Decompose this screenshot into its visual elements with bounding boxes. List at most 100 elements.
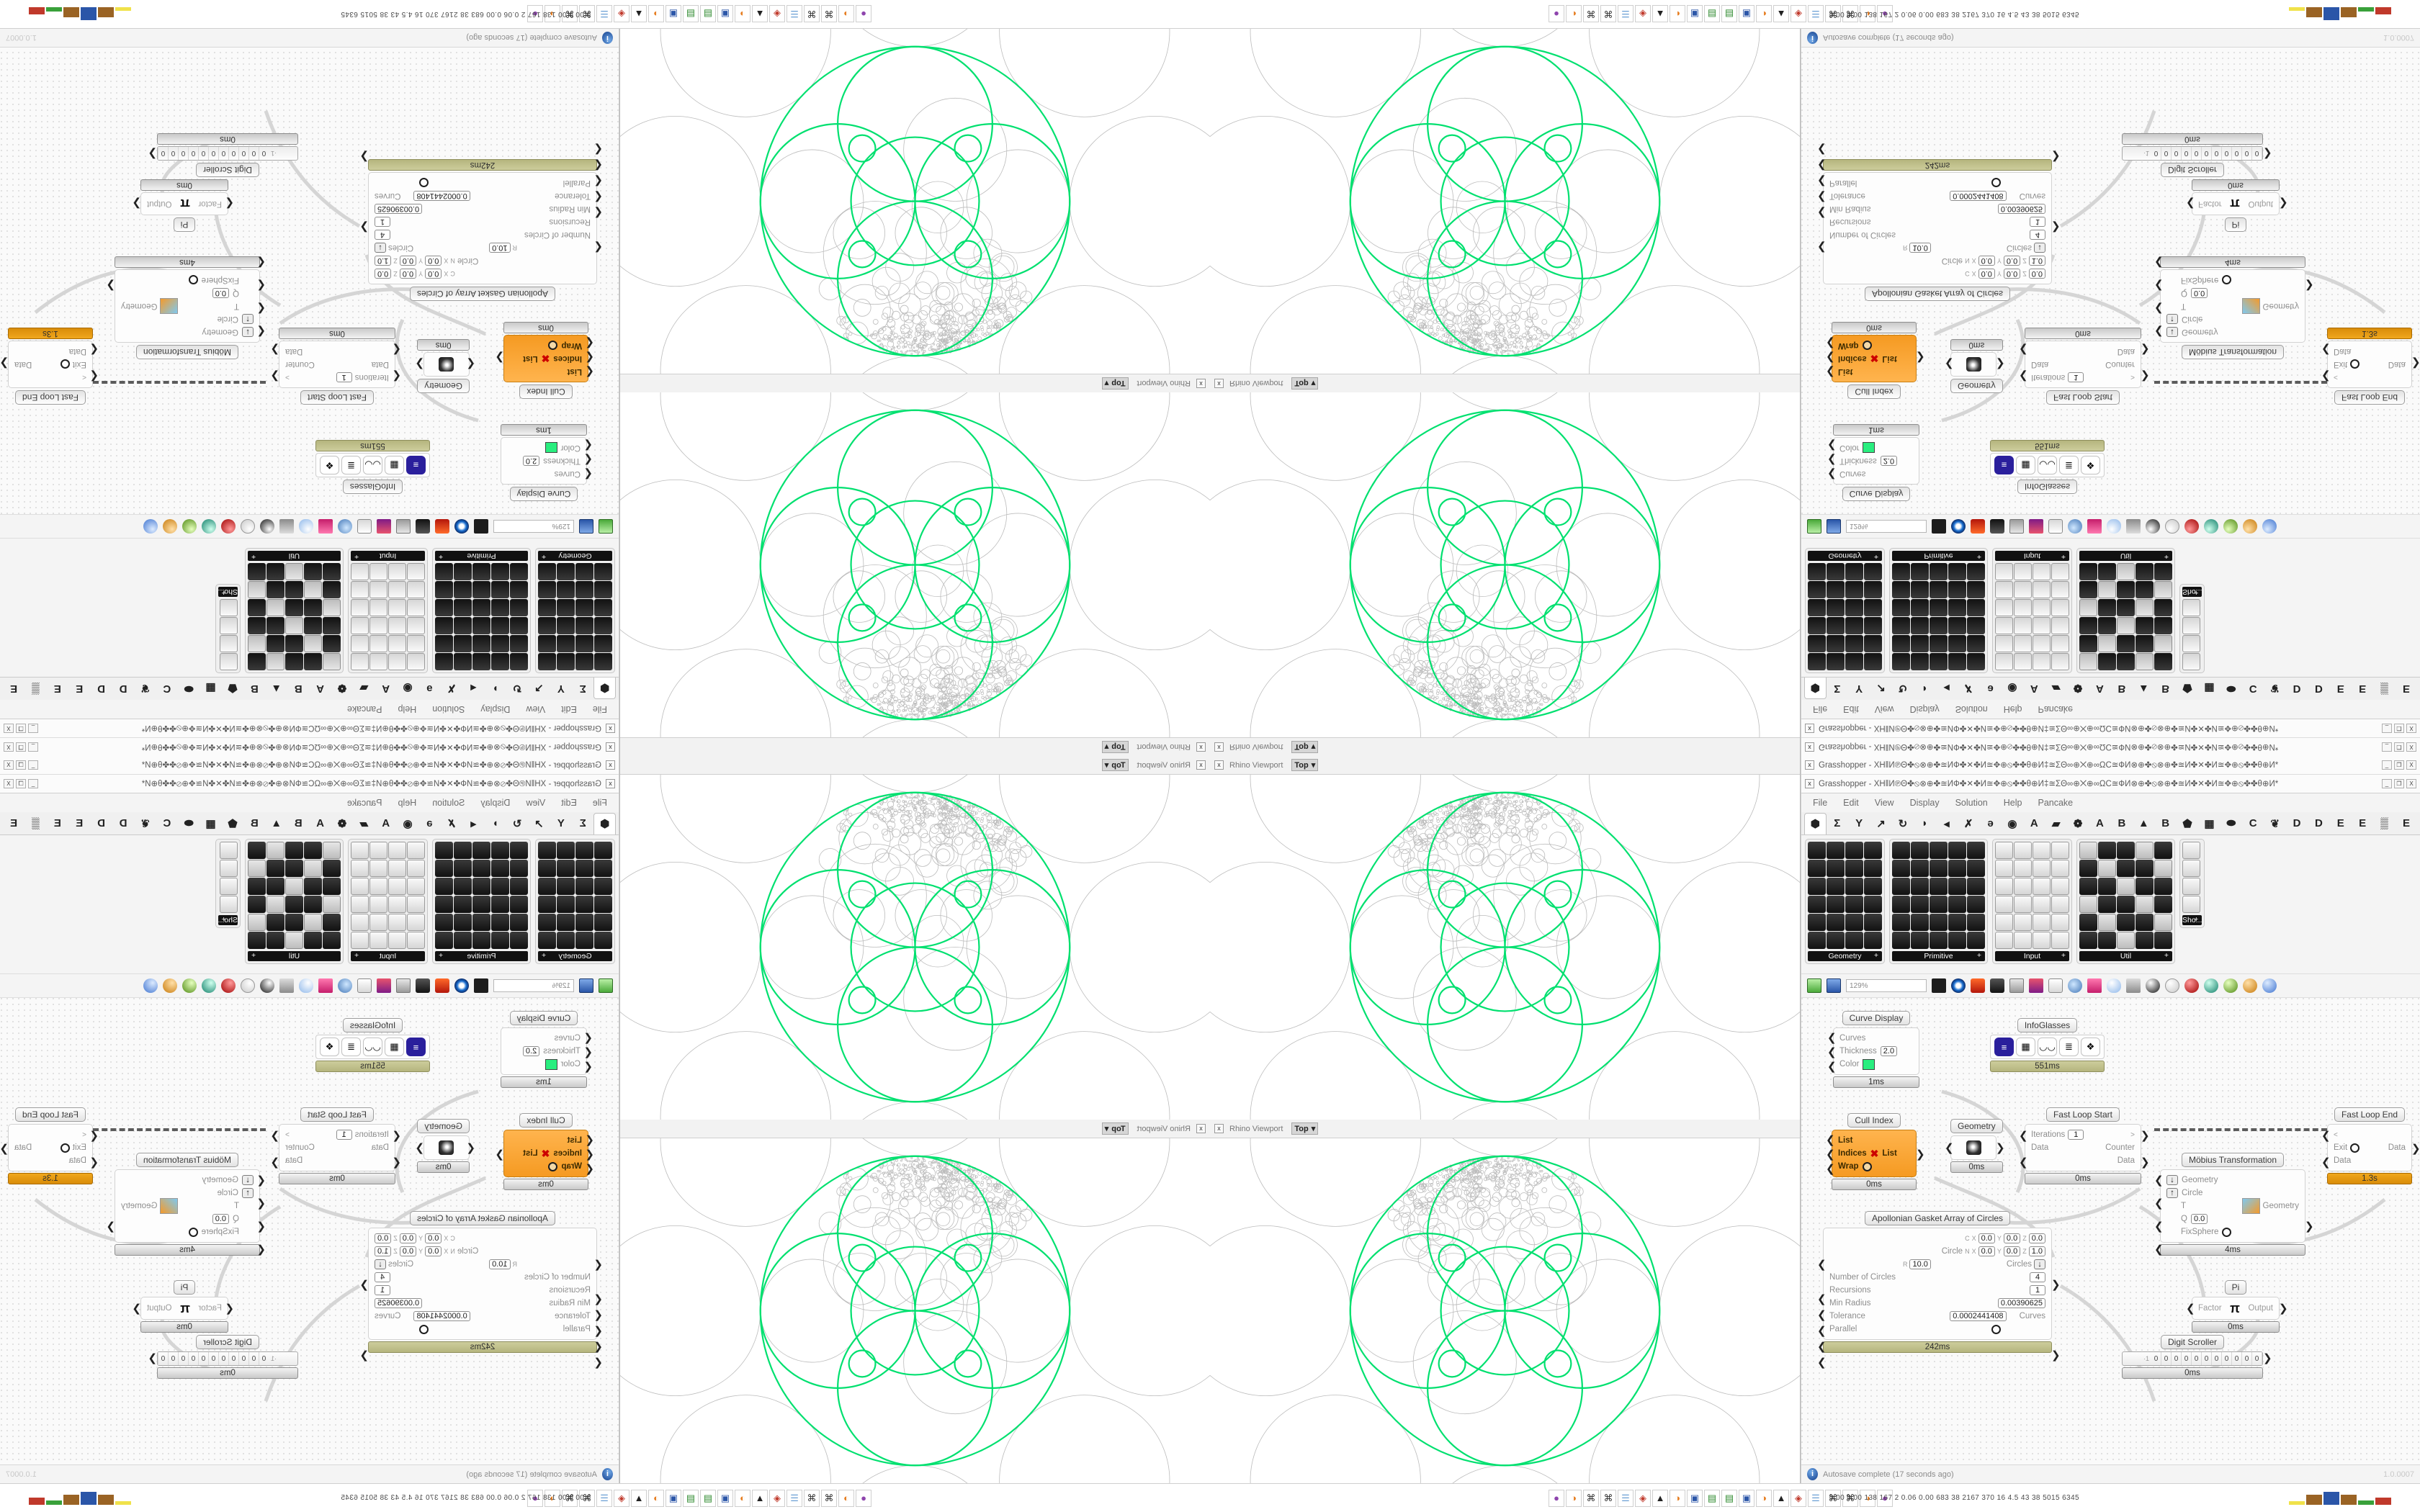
close-icon[interactable]: x bbox=[1805, 742, 1814, 752]
min-radius-input[interactable]: 0.00390625 bbox=[1997, 204, 2045, 214]
component-icon[interactable] bbox=[2079, 617, 2097, 634]
category-tab-27[interactable]: E bbox=[2402, 683, 2410, 695]
component-icon[interactable] bbox=[1827, 896, 1845, 913]
taskbar-notepad-icon[interactable]: ☰ bbox=[1618, 5, 1634, 23]
component-icon[interactable] bbox=[1967, 914, 1985, 931]
component-icon[interactable] bbox=[369, 581, 387, 598]
component-icon[interactable] bbox=[1930, 914, 1948, 931]
component-icon[interactable] bbox=[285, 914, 303, 931]
normal-z-input[interactable]: 1.0 bbox=[2028, 1246, 2045, 1256]
component-icon[interactable] bbox=[407, 563, 425, 580]
scroller-digit[interactable]: 0 bbox=[188, 147, 198, 160]
component-icon[interactable] bbox=[351, 563, 369, 580]
component-icon[interactable] bbox=[2033, 914, 2051, 931]
component-icon[interactable] bbox=[266, 581, 284, 598]
normal-x-input[interactable]: 0.0 bbox=[425, 256, 442, 266]
rhino-viewport-top[interactable]: x Rhino Viewport Top ▾ bbox=[619, 392, 1210, 756]
component-icon[interactable] bbox=[575, 617, 593, 634]
menu-display[interactable]: Display bbox=[1909, 704, 1940, 714]
taskbar-terminal-green-icon-2[interactable]: ▤ bbox=[1721, 5, 1737, 23]
category-tab-3[interactable]: ↗ bbox=[1876, 682, 1886, 695]
component-icon[interactable] bbox=[2098, 581, 2116, 598]
menu-edit[interactable]: Edit bbox=[1843, 704, 1859, 714]
thickness-input[interactable]: 2.0 bbox=[522, 456, 540, 466]
input-port[interactable]: ❮ bbox=[2186, 197, 2195, 210]
taskbar-firefox-icon-2[interactable]: ◑ bbox=[1860, 1489, 1876, 1507]
stack-icon[interactable]: ≣ bbox=[2059, 456, 2079, 474]
component-icon[interactable] bbox=[248, 563, 266, 580]
category-tab-10[interactable]: A bbox=[382, 817, 390, 829]
category-tab-15[interactable]: ▲ bbox=[271, 683, 282, 695]
component-icon[interactable] bbox=[1845, 842, 1863, 859]
component-icon[interactable] bbox=[510, 581, 528, 598]
component-icon[interactable] bbox=[1948, 617, 1966, 634]
recursions-input[interactable]: 1 bbox=[375, 1285, 390, 1295]
component-icon[interactable] bbox=[285, 581, 303, 598]
preview-eye-icon[interactable] bbox=[1951, 519, 1966, 534]
taskbar-firefox-icon[interactable]: ◑ bbox=[838, 1489, 854, 1507]
taskbar-terminal-green-icon[interactable]: ▤ bbox=[1704, 5, 1720, 23]
input-port[interactable]: ❮ bbox=[2321, 343, 2331, 356]
scroller-digit[interactable]: 0 bbox=[168, 1352, 178, 1365]
input-port[interactable]: ❮ bbox=[593, 207, 603, 219]
boolean-toggle[interactable] bbox=[60, 1143, 70, 1153]
component-icon[interactable] bbox=[2033, 932, 2051, 949]
node-info-glasses[interactable]: InfoGlasses ≡ ▦ ◡◡ ≣ ❖ 551ms bbox=[1990, 440, 2105, 494]
category-tab-6[interactable]: ◂ bbox=[470, 682, 477, 695]
output-port[interactable]: ❯ bbox=[2263, 148, 2272, 160]
balloon-icon[interactable] bbox=[299, 519, 313, 534]
component-icon[interactable] bbox=[1892, 581, 1910, 598]
glasses-icon[interactable]: ◡◡ bbox=[2038, 456, 2057, 474]
scroller-digit[interactable]: 0 bbox=[228, 147, 238, 160]
component-icon[interactable] bbox=[2154, 617, 2172, 634]
component-icon[interactable] bbox=[2051, 563, 2069, 580]
menubar[interactable]: File Edit View Display Solution Help Pan… bbox=[1801, 700, 2420, 719]
component-icon[interactable] bbox=[1845, 635, 1863, 652]
component-icon[interactable] bbox=[538, 896, 556, 913]
scissors-icon[interactable] bbox=[279, 519, 294, 534]
component-icon[interactable] bbox=[1892, 617, 1910, 634]
component-category-tabs[interactable]: ⬢ Σ Υ ↗ ↻ ◗ ◂ ✗ ə ◉ A ▰ ❁ A B ▲ B ⬟ ▦ ⬬ C ❦ D D E E ▒ E bbox=[1801, 812, 2420, 835]
category-tab-11[interactable]: ▰ bbox=[2051, 682, 2061, 695]
shade-blue-icon[interactable] bbox=[2262, 519, 2277, 534]
component-icon[interactable] bbox=[285, 878, 303, 895]
node-body[interactable]: ❮ ❮ ❮ ❯ List Indices ✖ List Wrap bbox=[495, 335, 594, 382]
component-icon[interactable] bbox=[435, 896, 453, 913]
menu-file[interactable]: File bbox=[1813, 798, 1828, 808]
os-taskbar[interactable]: ● ◑ ⌘ ⌘ ☰ ◈ ▲ ◑ ▣ ▤ ▤ ▣ ◑ ▲ ◈ ☰ ⌘ ⌘ ◑ ● 0.00 0.00 138 167 2… bbox=[0, 1483, 1210, 1512]
output-port[interactable]: ❯ bbox=[1996, 1142, 2005, 1154]
scroller-digit[interactable]: 0 bbox=[2172, 147, 2182, 160]
component-icon[interactable] bbox=[2117, 914, 2135, 931]
scissors-icon[interactable] bbox=[2126, 978, 2141, 993]
component-icon[interactable] bbox=[1911, 599, 1929, 616]
palette-util[interactable]: Util bbox=[2076, 839, 2175, 964]
shade-blue-icon[interactable] bbox=[2262, 978, 2277, 993]
category-tab-18[interactable]: ▦ bbox=[205, 682, 216, 695]
component-icon[interactable] bbox=[388, 842, 406, 859]
taskbar-notepad-icon[interactable]: ☰ bbox=[1618, 1489, 1634, 1507]
recursions-input[interactable]: 1 bbox=[2030, 1285, 2045, 1295]
component-icon[interactable] bbox=[2136, 599, 2154, 616]
input-port[interactable]: ❮ bbox=[1827, 468, 1837, 480]
palette-input[interactable]: Input bbox=[1992, 839, 2072, 964]
input-port[interactable]: ❮ bbox=[256, 302, 266, 315]
node-body[interactable]: ❮ ❯ Factor π Output bbox=[2186, 1297, 2288, 1320]
component-icon[interactable] bbox=[2117, 896, 2135, 913]
input-port[interactable]: ❮ bbox=[593, 1293, 603, 1305]
scroller-digit[interactable]: 0 bbox=[198, 147, 208, 160]
list-icon[interactable]: ≡ bbox=[406, 1038, 426, 1056]
node-body[interactable]: ❮ ❮ ❯ < Exit Data Data bbox=[0, 341, 99, 388]
close-icon[interactable]: x bbox=[606, 779, 615, 788]
shade-orange-icon[interactable] bbox=[2243, 978, 2257, 993]
node-curve-display[interactable]: Curve Display ❮ ❮ ❮ Curves Thickness 2.0… bbox=[501, 1011, 593, 1088]
component-icon[interactable] bbox=[491, 581, 509, 598]
component-icon[interactable] bbox=[472, 599, 490, 616]
number-of-circles-input[interactable]: 4 bbox=[2030, 230, 2045, 240]
apollonian-gasket-canvas-bottom[interactable] bbox=[1210, 1138, 1800, 1483]
node-body[interactable]: ❮ ❯ bbox=[1945, 1135, 2005, 1160]
component-icon[interactable] bbox=[575, 599, 593, 616]
node-body[interactable]: ❮ ❯ Factor π Output bbox=[132, 1297, 234, 1320]
component-icon[interactable] bbox=[1808, 635, 1826, 652]
component-icon[interactable] bbox=[594, 581, 612, 598]
